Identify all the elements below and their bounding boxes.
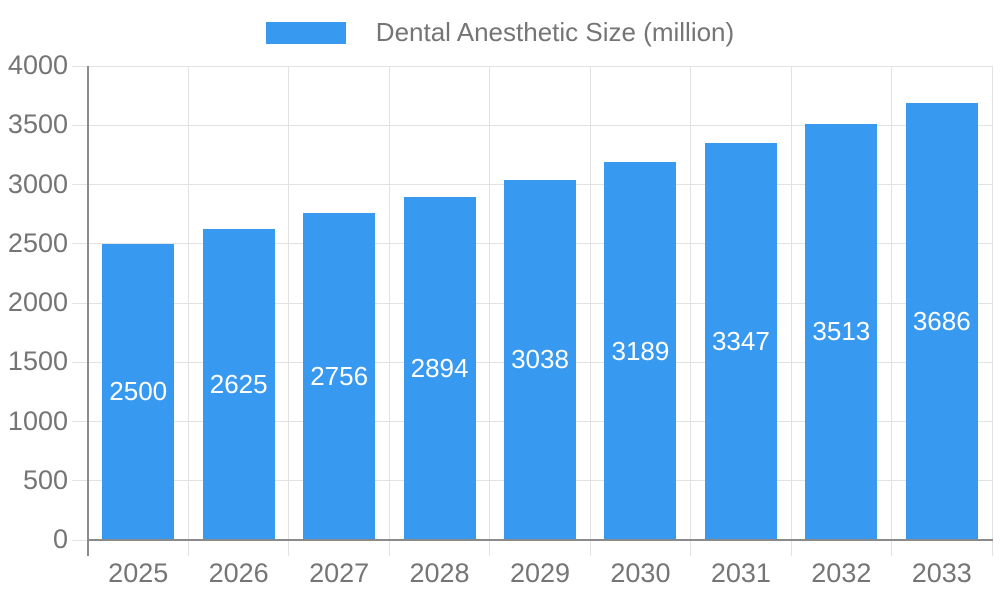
y-axis-label: 1500 [7,346,68,377]
y-tick [72,124,88,126]
y-axis-label: 2000 [7,286,68,317]
bar-value-label: 2756 [310,361,369,392]
y-axis-label: 0 [52,523,68,554]
y-axis-label: 2500 [7,227,68,258]
x-tick [891,540,893,556]
bar-value-label: 2500 [109,376,168,407]
y-tick [72,539,88,541]
y-tick [72,421,88,422]
x-tick [790,540,792,556]
legend: Dental Anesthetic Size (million) [0,17,1000,48]
y-axis-label: 1000 [7,405,68,436]
bar[interactable]: 2500 [102,243,175,540]
bar[interactable]: 2756 [303,213,376,540]
bar[interactable]: 2894 [403,197,476,540]
y-tick [72,361,88,363]
bar-value-label: 2625 [209,368,268,399]
x-gridline [489,66,491,540]
x-gridline [187,66,189,540]
y-axis-label: 3500 [7,109,68,140]
x-axis-label: 2027 [309,558,370,588]
x-tick [991,540,993,556]
x-gridline [589,66,591,540]
bar[interactable]: 3513 [805,123,878,540]
y-gridline [88,124,992,126]
x-tick [690,540,692,556]
bar[interactable]: 3686 [905,103,978,540]
bar-value-label: 3686 [912,306,971,337]
x-tick [288,540,290,556]
x-axis-label: 2032 [811,558,872,588]
x-gridline [288,66,290,540]
x-axis-label: 2030 [610,558,671,588]
x-axis-label: 2025 [108,558,169,588]
y-tick [72,480,88,482]
bar[interactable]: 3038 [504,179,576,540]
bar[interactable]: 3189 [604,162,677,540]
x-tick [589,540,591,556]
x-gridline [891,66,893,540]
bar-value-label: 3189 [611,335,670,366]
x-axis-label: 2031 [710,558,771,588]
y-axis-label: 4000 [7,49,68,80]
y-axis-label: 500 [22,464,68,495]
y-axis-label: 3000 [7,168,68,199]
x-axis-label: 2028 [409,558,470,588]
x-tick [489,540,491,556]
x-axis-label: 2026 [208,558,269,588]
bar-value-label: 3513 [812,316,871,347]
bar[interactable]: 3347 [704,143,777,540]
bar-value-label: 3347 [711,326,770,357]
x-gridline [388,66,390,540]
y-gridline [88,65,992,67]
bar-value-label: 2894 [410,353,469,384]
y-tick [72,302,88,304]
x-gridline [690,66,692,540]
y-axis-line [87,66,89,556]
legend-swatch [265,21,346,44]
x-gridline [790,66,792,540]
x-tick [187,540,189,556]
y-tick [72,243,88,245]
x-axis-line [87,539,993,541]
y-tick [72,184,88,185]
x-tick [388,540,390,556]
bar-value-label: 3038 [511,344,569,375]
x-axis-label: 2033 [911,558,972,588]
y-tick [72,65,88,67]
legend-label: Dental Anesthetic Size (million) [375,17,735,47]
x-axis-label: 2029 [509,558,571,588]
bar[interactable]: 2625 [202,228,275,540]
legend-item[interactable]: Dental Anesthetic Size (million) [265,17,735,48]
x-gridline [991,66,993,540]
